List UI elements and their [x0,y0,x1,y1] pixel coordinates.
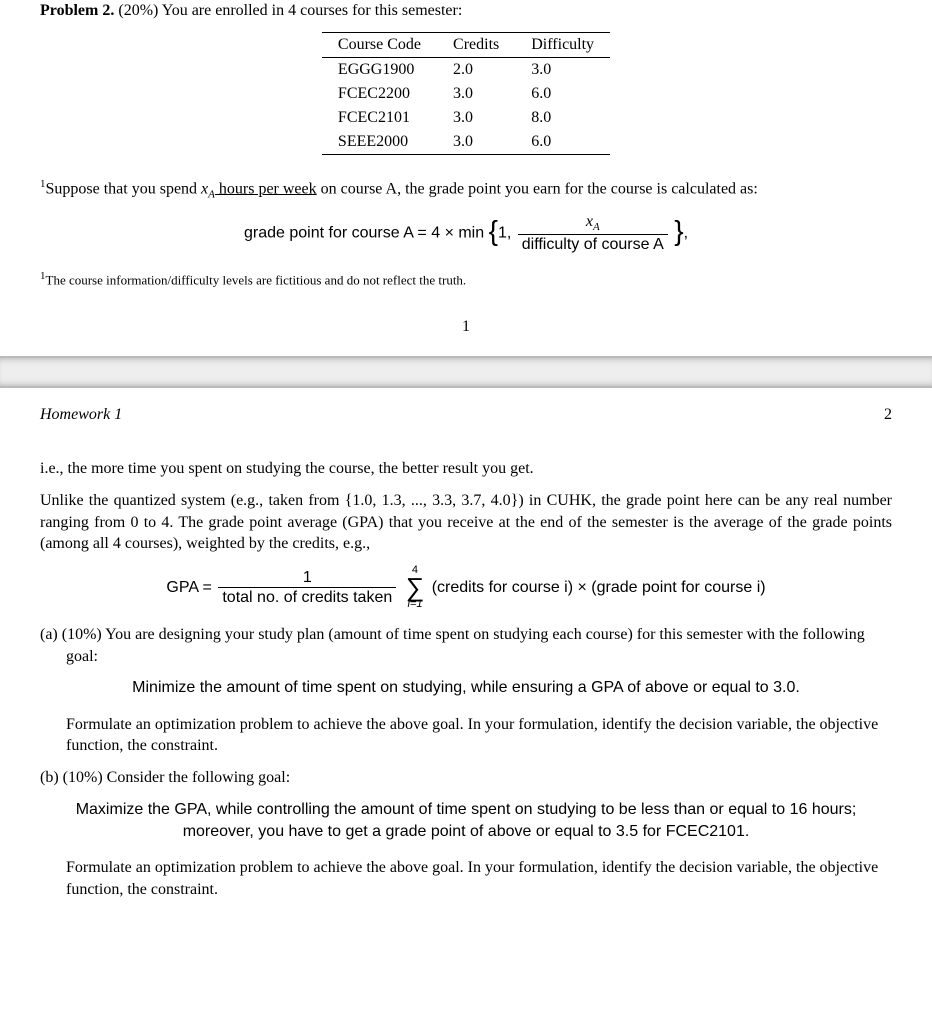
part-a-goal: Minimize the amount of time spent on stu… [70,677,862,699]
table-row: FCEC2101 3.0 8.0 [322,106,610,130]
page-header: Homework 1 2 [40,406,892,424]
table-row: EGGG1900 2.0 3.0 [322,57,610,82]
table-header-row: Course Code Credits Difficulty [322,32,610,57]
part-b-task: Formulate an optimization problem to ach… [66,857,892,900]
part-b-goal: Maximize the GPA, while controlling the … [70,799,862,844]
col-credits: Credits [437,32,515,57]
table-row: SEEE2000 3.0 6.0 [322,130,610,155]
part-b-weight: (10%) [63,769,103,786]
problem-weight: (20%) [118,2,158,19]
part-a: (a) (10%) You are designing your study p… [40,624,892,757]
page-break [0,356,932,388]
table-row: FCEC2200 3.0 6.0 [322,82,610,106]
problem-intro: You are enrolled in 4 courses for this s… [162,2,463,19]
problem-label: Problem 2. [40,2,114,19]
part-b: (b) (10%) Consider the following goal: M… [40,767,892,901]
col-difficulty: Difficulty [515,32,610,57]
part-a-label: (a) [40,626,58,643]
part-a-weight: (10%) [62,626,102,643]
course-table: Course Code Credits Difficulty EGGG1900 … [322,32,610,155]
ie-paragraph: i.e., the more time you spent on studyin… [40,458,892,480]
page-number-1: 1 [40,318,892,336]
part-b-text: Consider the following goal: [107,769,291,786]
grade-point-equation: grade point for course A = 4 × min {1, x… [40,212,892,255]
col-code: Course Code [322,32,437,57]
problem-heading: Problem 2. (20%) You are enrolled in 4 c… [40,0,892,22]
header-left: Homework 1 [40,406,122,424]
part-b-label: (b) [40,769,59,786]
footnote: 1The course information/difficulty level… [40,269,892,289]
suppose-paragraph: 1Suppose that you spend xA hours per wee… [40,177,892,202]
gpa-description: Unlike the quantized system (e.g., taken… [40,490,892,555]
part-a-task: Formulate an optimization problem to ach… [66,714,892,757]
header-right: 2 [884,406,892,424]
part-a-text: You are designing your study plan (amoun… [66,626,865,665]
sigma: 4 ∑ i=1 [406,565,425,610]
gpa-equation: GPA = 1 total no. of credits taken 4 ∑ i… [40,565,892,610]
